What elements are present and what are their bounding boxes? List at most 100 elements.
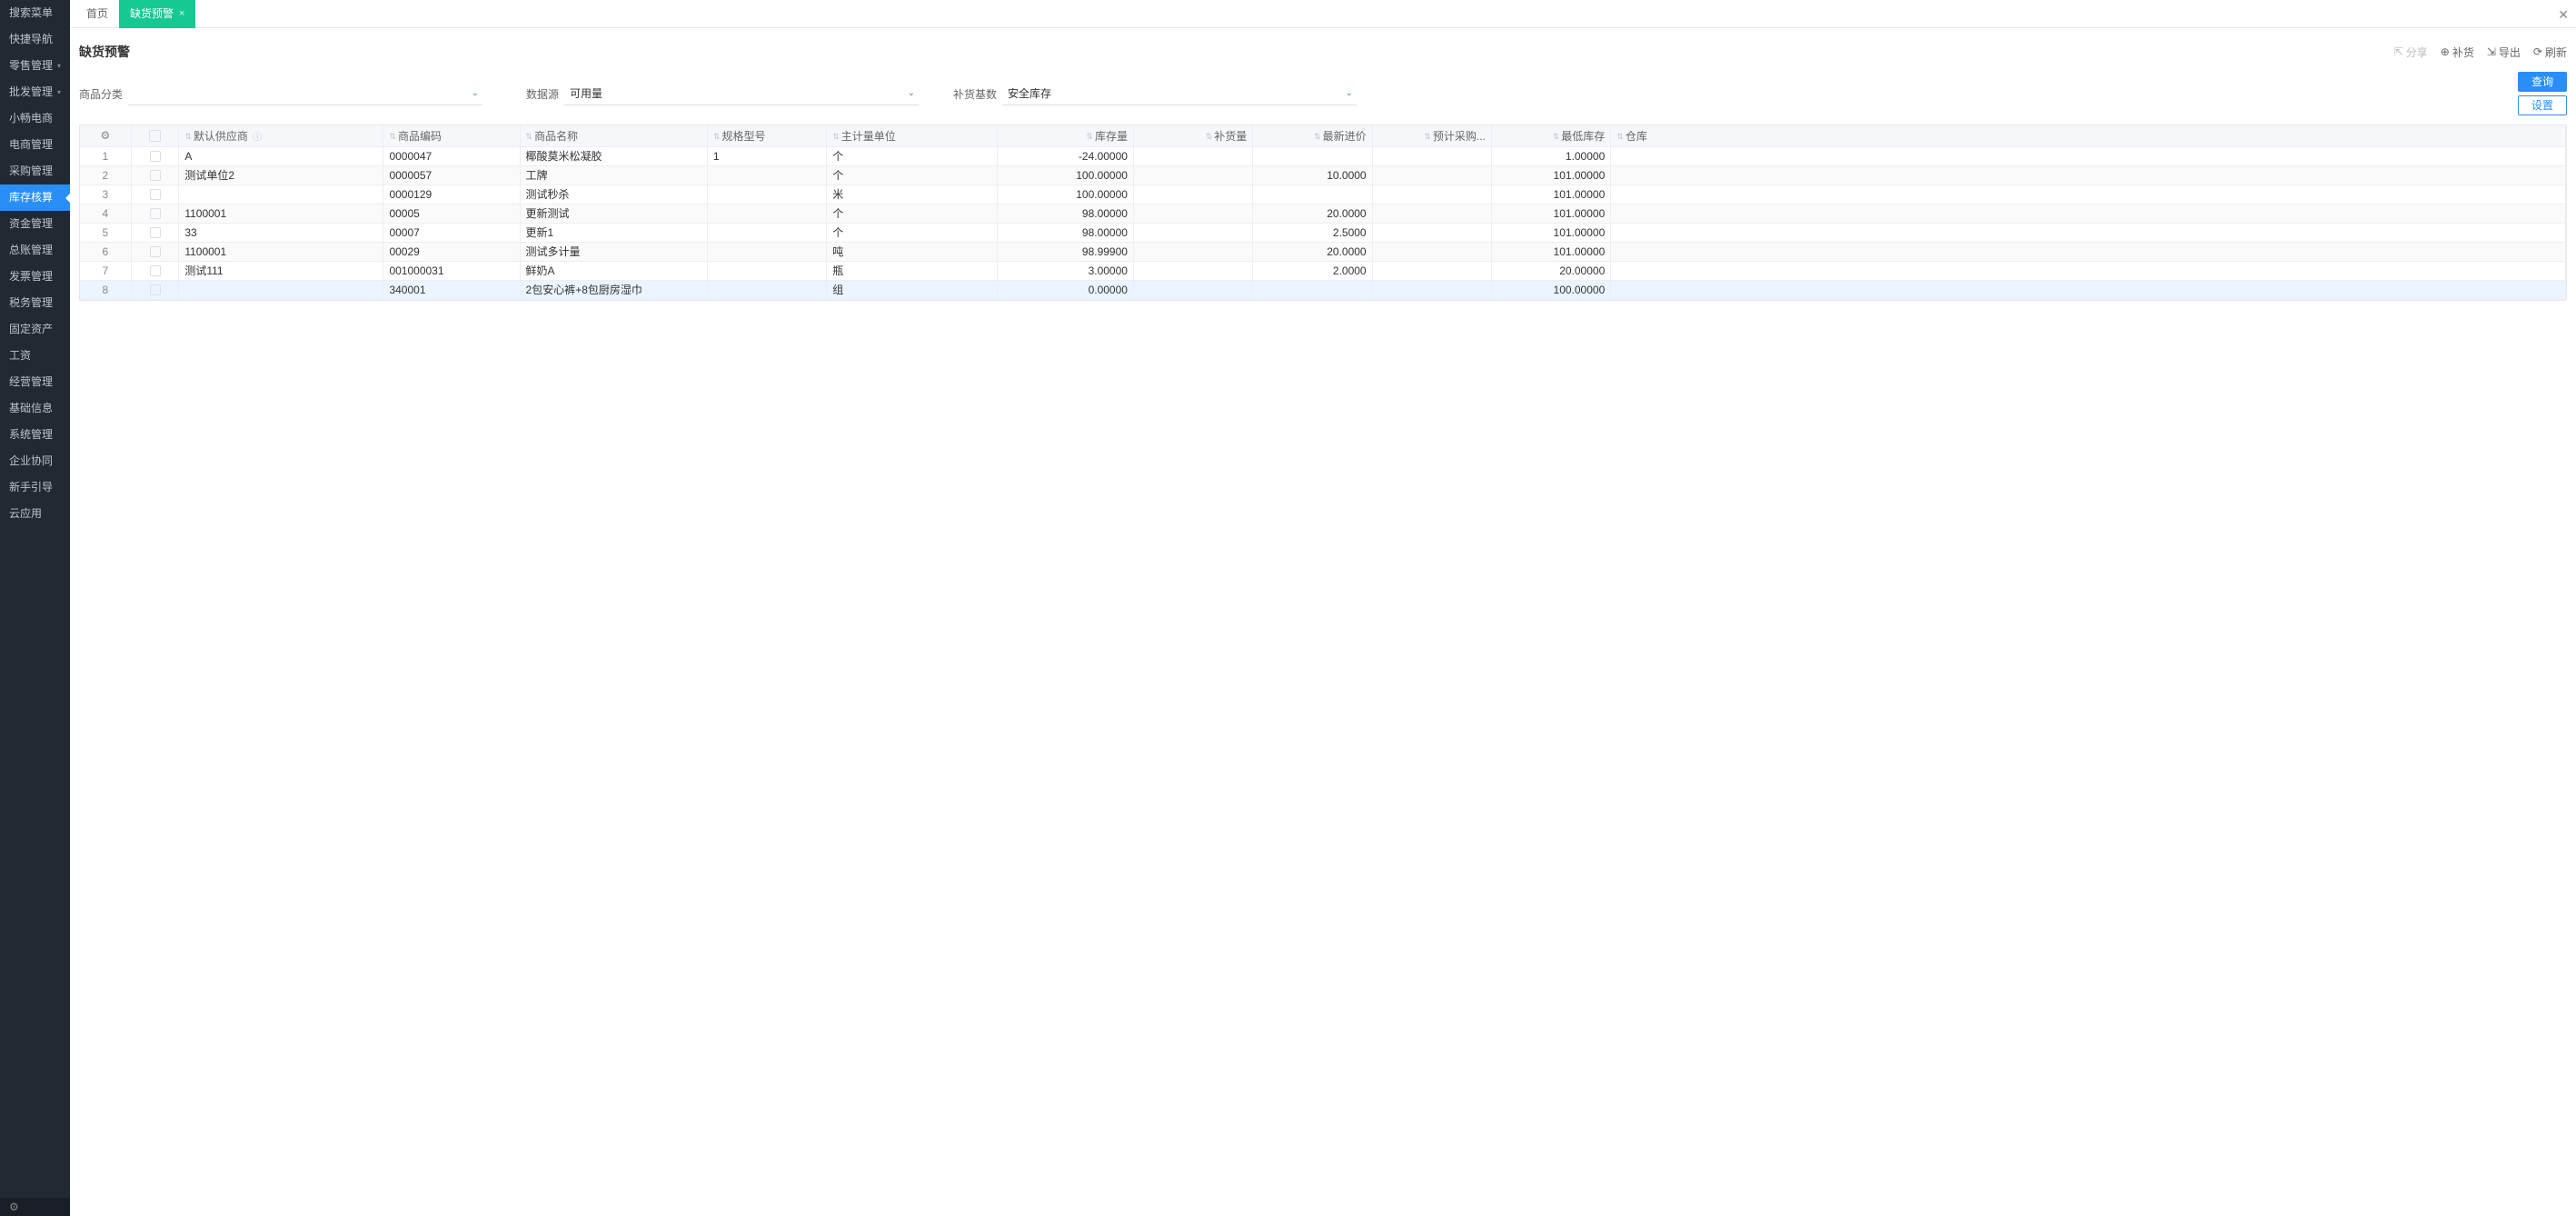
- col-header-spec[interactable]: ⇅规格型号: [707, 125, 826, 146]
- row-checkbox[interactable]: [150, 151, 161, 162]
- col-header-supplier[interactable]: ⇅默认供应商 ⓘ: [179, 125, 383, 146]
- col-header-name[interactable]: ⇅商品名称: [520, 125, 707, 146]
- sort-icon[interactable]: ⇅: [526, 132, 533, 141]
- sidebar-item-11[interactable]: 税务管理: [0, 290, 70, 316]
- category-filter-select[interactable]: ⌄: [128, 82, 482, 105]
- export-action[interactable]: ⇲ 导出: [2487, 45, 2521, 60]
- sidebar-item-14[interactable]: 经营管理: [0, 369, 70, 395]
- cell-price: [1253, 146, 1372, 165]
- row-checkbox[interactable]: [150, 246, 161, 257]
- sidebar-item-12[interactable]: 固定资产: [0, 316, 70, 343]
- table-row[interactable]: 30000129测试秒杀米100.00000101.00000: [80, 184, 2566, 204]
- table-row[interactable]: 83400012包安心裤+8包厨房湿巾组0.00000100.00000: [80, 280, 2566, 299]
- row-checkbox[interactable]: [150, 208, 161, 219]
- source-filter-select[interactable]: 可用量 ⌄: [564, 82, 919, 105]
- sidebar-item-label: 电商管理: [9, 132, 53, 158]
- table-row[interactable]: 6110000100029测试多计量吨98.9990020.0000101.00…: [80, 242, 2566, 261]
- col-header-restock[interactable]: ⇅补货量: [1133, 125, 1252, 146]
- cell-min: 101.00000: [1491, 223, 1610, 242]
- gear-icon[interactable]: ⚙: [101, 129, 111, 142]
- settings-button[interactable]: 设置: [2518, 95, 2567, 115]
- sort-icon[interactable]: ⇅: [1086, 132, 1093, 141]
- cell-cb: [131, 280, 179, 299]
- col-header-stock[interactable]: ⇅库存量: [997, 125, 1133, 146]
- sidebar-item-label: 总账管理: [9, 237, 53, 264]
- cell-restock: [1133, 242, 1252, 261]
- cell-unit: 米: [827, 184, 998, 204]
- col-header-cb[interactable]: [131, 125, 179, 146]
- col-header-warehouse[interactable]: ⇅仓库: [1611, 125, 2566, 146]
- sidebar-item-1[interactable]: 快捷导航: [0, 26, 70, 53]
- cell-min: 101.00000: [1491, 242, 1610, 261]
- cell-stock: 100.00000: [997, 184, 1133, 204]
- table-row[interactable]: 1A0000047椰酸莫米松凝胶1个-24.000001.00000: [80, 146, 2566, 165]
- cell-unit: 瓶: [827, 261, 998, 280]
- sidebar-item-7[interactable]: 库存核算: [0, 184, 70, 211]
- sidebar-item-18[interactable]: 新手引导: [0, 474, 70, 501]
- sidebar-item-2[interactable]: 零售管理▾: [0, 53, 70, 79]
- sidebar-item-10[interactable]: 发票管理: [0, 264, 70, 290]
- sidebar-item-8[interactable]: 资金管理: [0, 211, 70, 237]
- sidebar-item-0[interactable]: 搜索菜单: [0, 0, 70, 26]
- sort-icon[interactable]: ⇅: [1616, 132, 1624, 141]
- table-row[interactable]: 2测试单位20000057工牌个100.0000010.0000101.0000…: [80, 165, 2566, 184]
- share-icon: ⇱: [2394, 45, 2403, 58]
- cell-stock: 0.00000: [997, 280, 1133, 299]
- col-header-min[interactable]: ⇅最低库存: [1491, 125, 1610, 146]
- sidebar-item-label: 企业协同: [9, 448, 53, 474]
- col-header-price[interactable]: ⇅最新进价: [1253, 125, 1372, 146]
- sidebar-item-13[interactable]: 工资: [0, 343, 70, 369]
- restock-action[interactable]: ⊕ 补货: [2441, 45, 2474, 60]
- cell-price: 10.0000: [1253, 165, 1372, 184]
- cell-est: [1372, 280, 1491, 299]
- sort-icon[interactable]: ⇅: [389, 132, 396, 141]
- col-header-code[interactable]: ⇅商品编码: [383, 125, 520, 146]
- sidebar-item-4[interactable]: 小畅电商: [0, 105, 70, 132]
- tab-0[interactable]: 首页: [75, 0, 119, 28]
- table-row[interactable]: 4110000100005更新测试个98.0000020.0000101.000…: [80, 204, 2566, 223]
- select-all-checkbox[interactable]: [149, 130, 161, 142]
- sort-icon[interactable]: ⇅: [1314, 132, 1321, 141]
- cell-min: 100.00000: [1491, 280, 1610, 299]
- sort-icon[interactable]: ⇅: [832, 132, 840, 141]
- cell-warehouse: [1611, 165, 2566, 184]
- row-checkbox[interactable]: [150, 265, 161, 276]
- sidebar-item-16[interactable]: 系统管理: [0, 422, 70, 448]
- row-checkbox[interactable]: [150, 170, 161, 181]
- query-button[interactable]: 查询: [2518, 72, 2567, 92]
- sidebar-item-19[interactable]: 云应用: [0, 501, 70, 527]
- table-row[interactable]: 53300007更新1个98.000002.5000101.00000: [80, 223, 2566, 242]
- sidebar-item-6[interactable]: 采购管理: [0, 158, 70, 184]
- sort-icon[interactable]: ⇅: [1206, 132, 1213, 141]
- sidebar-item-3[interactable]: 批发管理▾: [0, 79, 70, 105]
- sort-icon[interactable]: ⇅: [1424, 132, 1431, 141]
- col-header-settings[interactable]: ⚙: [80, 125, 131, 146]
- sort-icon[interactable]: ⇅: [184, 132, 192, 141]
- refresh-action[interactable]: ⟳ 刷新: [2533, 45, 2567, 60]
- sidebar-item-15[interactable]: 基础信息: [0, 395, 70, 422]
- tab-label: 首页: [86, 0, 108, 28]
- tab-1[interactable]: 缺货预警×: [119, 0, 195, 28]
- col-label: 规格型号: [721, 130, 765, 143]
- cell-stock: 98.99900: [997, 242, 1133, 261]
- page-title: 缺货预警: [79, 43, 130, 61]
- basis-filter-label: 补货基数: [953, 86, 997, 102]
- close-all-icon[interactable]: ✕: [2558, 7, 2569, 23]
- sidebar-item-9[interactable]: 总账管理: [0, 237, 70, 264]
- sidebar-item-5[interactable]: 电商管理: [0, 132, 70, 158]
- basis-filter-select[interactable]: 安全库存 ⌄: [1002, 82, 1357, 105]
- sort-icon[interactable]: ⇅: [1553, 132, 1560, 141]
- cell-est: [1372, 242, 1491, 261]
- row-checkbox[interactable]: [150, 189, 161, 200]
- col-header-unit[interactable]: ⇅主计量单位: [827, 125, 998, 146]
- table-row[interactable]: 7测试111001000031鲜奶A瓶3.000002.000020.00000: [80, 261, 2566, 280]
- info-icon[interactable]: ⓘ: [253, 133, 262, 143]
- col-header-est[interactable]: ⇅预计采购...: [1372, 125, 1491, 146]
- row-checkbox[interactable]: [150, 227, 161, 238]
- row-checkbox[interactable]: [150, 284, 161, 295]
- refresh-icon: ⟳: [2533, 45, 2542, 58]
- settings-icon[interactable]: ⚙: [9, 1201, 19, 1213]
- sort-icon[interactable]: ⇅: [713, 132, 721, 141]
- sidebar-item-17[interactable]: 企业协同: [0, 448, 70, 474]
- close-icon[interactable]: ×: [179, 0, 184, 28]
